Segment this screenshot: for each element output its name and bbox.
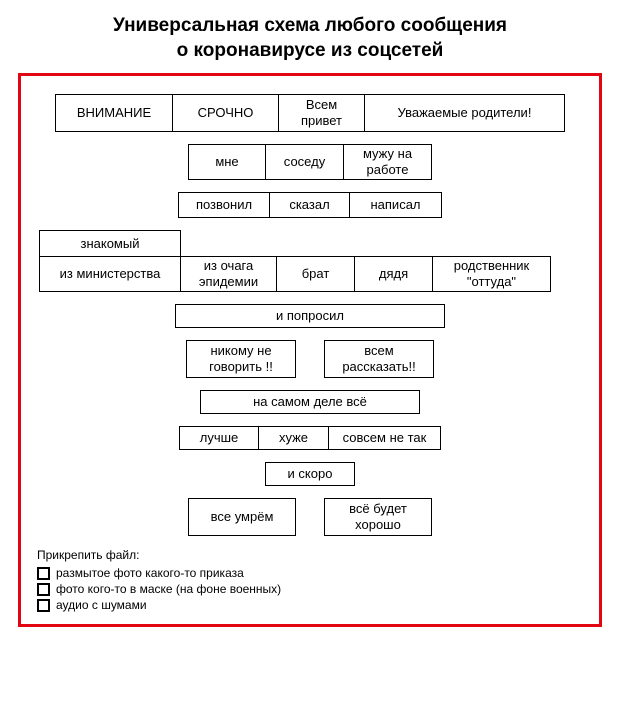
attach-section: Прикрепить файл: размытое фото какого-то…	[37, 548, 583, 612]
page: Универсальная схема любого сообщения о к…	[0, 0, 620, 639]
cell-brother: брат	[277, 256, 355, 292]
cell-and-soon: и скоро	[265, 462, 355, 486]
cell-to-me: мне	[188, 144, 266, 180]
cell-all-good: всё будет хорошо	[324, 498, 432, 536]
checkbox-icon	[37, 583, 50, 596]
cell-said: сказал	[270, 192, 350, 218]
cell-acquaintance: знакомый	[39, 230, 181, 256]
cell-tell-nobody: никому не говорить !!	[186, 340, 296, 378]
cell-all-die: все умрём	[188, 498, 296, 536]
row-and-asked: и попросил	[37, 304, 583, 328]
cell-attention: ВНИМАНИЕ	[55, 94, 173, 132]
cell-and-asked: и попросил	[175, 304, 445, 328]
cell-tell-everyone: всем рассказать!!	[324, 340, 434, 378]
cell-wrote: написал	[350, 192, 442, 218]
cell-to-neighbor: соседу	[266, 144, 344, 180]
title-line-2: о коронавирусе из соцсетей	[177, 40, 444, 61]
diagram-frame: ВНИМАНИЕ СРОЧНО Всем привет Уважаемые ро…	[18, 73, 602, 627]
row-verb: позвонил сказал написал	[37, 192, 583, 218]
page-title: Универсальная схема любого сообщения о к…	[30, 14, 590, 63]
attach-item-label: размытое фото какого-то приказа	[56, 566, 244, 580]
cell-not-at-all: совсем не так	[329, 426, 441, 450]
cell-from-epicenter: из очага эпидемии	[181, 256, 277, 292]
row-outcome: все умрём всё будет хорошо	[37, 498, 583, 536]
attach-item-2: фото кого-то в маске (на фоне военных)	[37, 582, 583, 596]
attach-item-label: аудио с шумами	[56, 598, 147, 612]
cell-worse: хуже	[259, 426, 329, 450]
row-source: знакомый из министерства из очага эпидем…	[39, 230, 583, 292]
cell-better: лучше	[179, 426, 259, 450]
cell-actually-everything: на самом деле всё	[200, 390, 420, 414]
attach-item-1: размытое фото какого-то приказа	[37, 566, 583, 580]
cell-urgent: СРОЧНО	[173, 94, 279, 132]
checkbox-icon	[37, 567, 50, 580]
row-greeting: ВНИМАНИЕ СРОЧНО Всем привет Уважаемые ро…	[37, 94, 583, 132]
row-actually: на самом деле всё	[37, 390, 583, 414]
cell-dear-parents: Уважаемые родители!	[365, 94, 565, 132]
cell-from-ministry: из министерства	[39, 256, 181, 292]
attach-title: Прикрепить файл:	[37, 548, 583, 562]
cell-called: позвонил	[178, 192, 270, 218]
cell-relative-from-there: родственник "оттуда"	[433, 256, 551, 292]
row-and-soon: и скоро	[37, 462, 583, 486]
cell-uncle: дядя	[355, 256, 433, 292]
checkbox-icon	[37, 599, 50, 612]
attach-item-3: аудио с шумами	[37, 598, 583, 612]
row-recipient: мне соседу мужу на работе	[37, 144, 583, 180]
row-tell-or-not: никому не говорить !! всем рассказать!!	[37, 340, 583, 378]
cell-to-husband-at-work: мужу на работе	[344, 144, 432, 180]
row-better-worse: лучше хуже совсем не так	[37, 426, 583, 450]
title-line-1: Универсальная схема любого сообщения	[113, 15, 507, 36]
attach-item-label: фото кого-то в маске (на фоне военных)	[56, 582, 281, 596]
cell-hello-all: Всем привет	[279, 94, 365, 132]
